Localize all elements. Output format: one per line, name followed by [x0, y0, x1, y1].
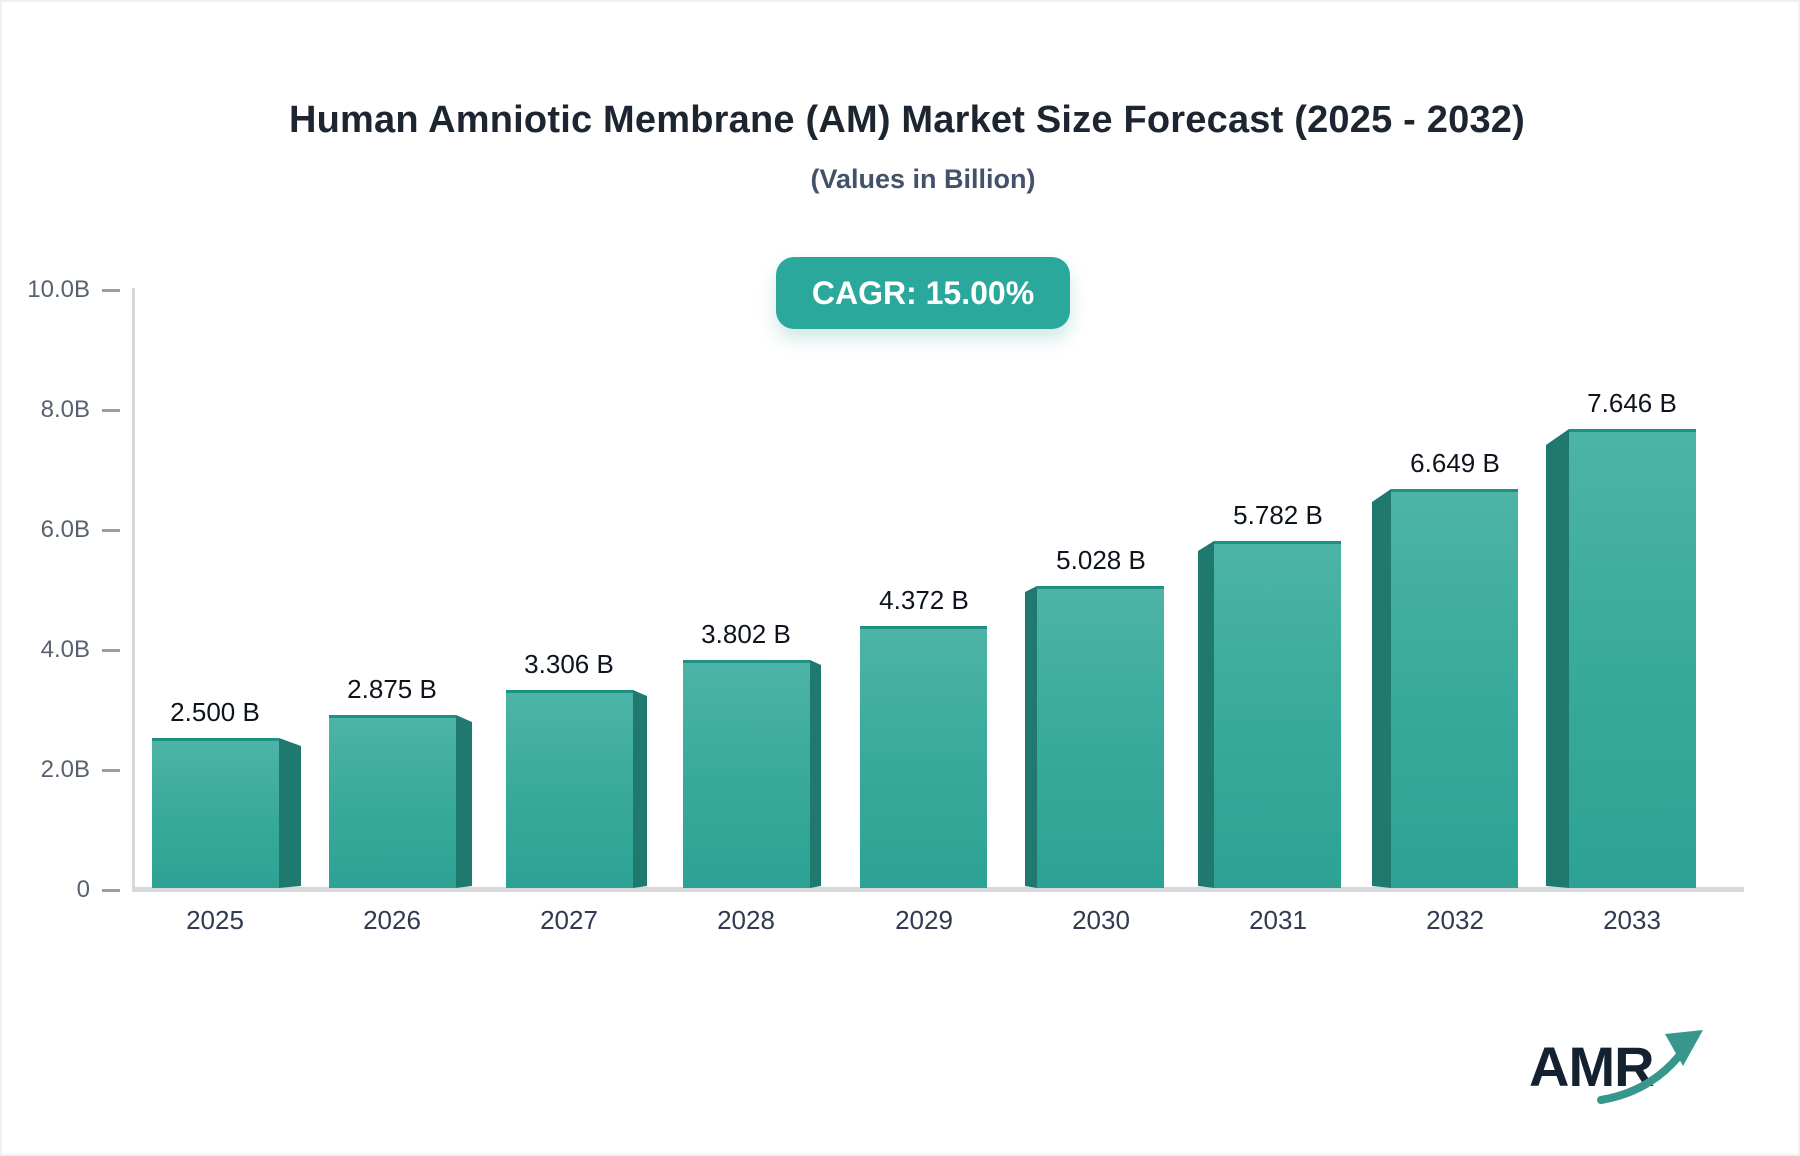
y-tick-label: 2.0B [40, 756, 90, 783]
bar-2033 [1569, 429, 1696, 888]
y-tick-label: 10.0B [27, 276, 90, 303]
y-tick-mark [102, 529, 120, 532]
x-tick-label: 2026 [363, 905, 421, 935]
bar-side-2033 [1546, 429, 1569, 888]
bar-2026 [329, 715, 456, 888]
bar-side-2025 [279, 738, 301, 888]
bar-2031 [1214, 541, 1341, 888]
bar-value-label: 6.649 B [1410, 448, 1500, 478]
x-tick-label: 2031 [1249, 905, 1307, 935]
y-tick-mark [102, 409, 120, 412]
chart-subtitle: (Values in Billion) [810, 164, 1036, 194]
bar-value-label: 4.372 B [879, 585, 969, 615]
x-axis-line [132, 887, 1744, 892]
bar-side-2026 [456, 715, 472, 888]
bar-side-2032 [1372, 489, 1391, 888]
bar-side-2031 [1198, 541, 1214, 888]
bar-2028 [683, 660, 810, 888]
cagr-badge: CAGR: 15.00% [775, 257, 1071, 329]
x-tick-label: 2032 [1426, 905, 1484, 935]
bar-2029 [860, 626, 987, 888]
y-axis-line [132, 288, 135, 890]
bar-2030 [1037, 586, 1164, 888]
bar-value-label: 3.802 B [701, 619, 791, 649]
bar-2027 [506, 690, 633, 888]
y-tick-label: 0 [76, 876, 90, 903]
y-tick-mark [102, 889, 120, 892]
x-tick-label: 2027 [540, 905, 598, 935]
x-tick-label: 2030 [1072, 905, 1130, 935]
y-tick-mark [102, 769, 120, 772]
y-tick-label: 8.0B [40, 396, 90, 423]
y-tick-label: 4.0B [40, 636, 90, 663]
x-tick-label: 2029 [895, 905, 953, 935]
bar-value-label: 5.028 B [1056, 545, 1146, 575]
x-tick-label: 2033 [1603, 905, 1661, 935]
bar-value-label: 7.646 B [1587, 388, 1677, 418]
bar-side-2028 [810, 660, 821, 888]
cagr-badge-row: CAGR: 15.00% [48, 257, 1798, 329]
bar-value-label: 5.782 B [1233, 500, 1323, 530]
bar-value-label: 2.500 B [170, 697, 260, 727]
y-tick-mark [102, 649, 120, 652]
chart-title: Human Amniotic Membrane (AM) Market Size… [289, 99, 1525, 141]
x-tick-label: 2028 [717, 905, 775, 935]
bar-2025 [152, 738, 279, 888]
bar-value-label: 2.875 B [347, 674, 437, 704]
y-tick-label: 6.0B [40, 516, 90, 543]
growth-arrow-icon [1597, 1030, 1703, 1104]
bar-side-2030 [1025, 586, 1037, 888]
bar-value-label: 3.306 B [524, 649, 614, 679]
bar-2032 [1391, 489, 1518, 888]
x-tick-label: 2025 [186, 905, 244, 935]
amr-logo: AMR [1529, 1030, 1709, 1114]
y-tick-mark [102, 289, 120, 292]
bar-side-2027 [633, 690, 647, 888]
